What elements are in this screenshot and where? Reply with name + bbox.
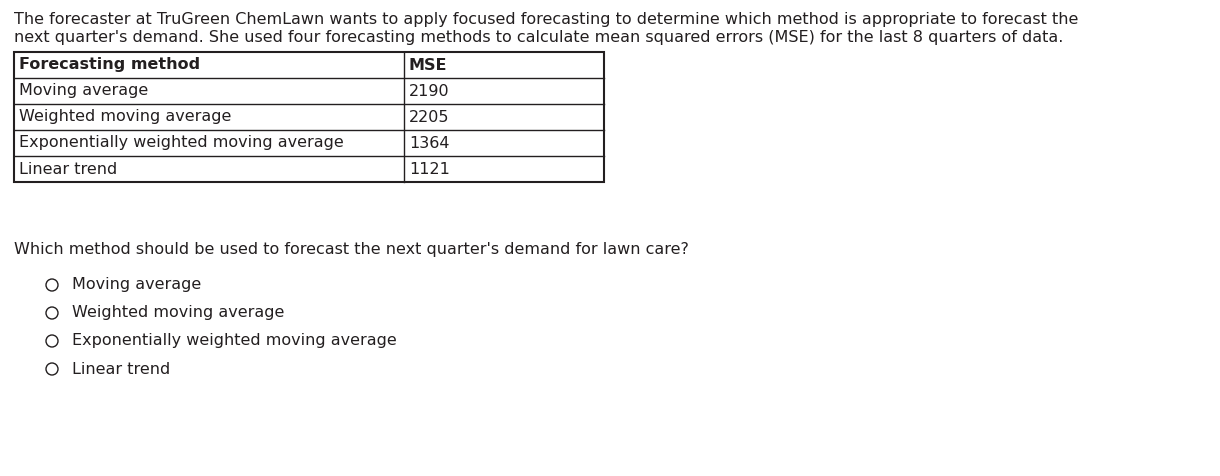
Text: 1364: 1364 (409, 136, 449, 150)
Text: 2205: 2205 (409, 109, 449, 125)
Text: MSE: MSE (409, 58, 448, 72)
Text: Weighted moving average: Weighted moving average (72, 306, 284, 320)
Text: Which method should be used to forecast the next quarter's demand for lawn care?: Which method should be used to forecast … (13, 242, 689, 257)
Text: Forecasting method: Forecasting method (20, 58, 200, 72)
Text: Moving average: Moving average (20, 83, 149, 99)
Text: Linear trend: Linear trend (20, 161, 117, 177)
Text: Exponentially weighted moving average: Exponentially weighted moving average (20, 136, 344, 150)
Text: The forecaster at TruGreen ChemLawn wants to apply focused forecasting to determ: The forecaster at TruGreen ChemLawn want… (13, 12, 1078, 27)
Text: Weighted moving average: Weighted moving average (20, 109, 232, 125)
Text: 1121: 1121 (409, 161, 450, 177)
Text: Exponentially weighted moving average: Exponentially weighted moving average (72, 334, 396, 348)
Text: 2190: 2190 (409, 83, 450, 99)
Text: Linear trend: Linear trend (72, 361, 171, 377)
Text: next quarter's demand. She used four forecasting methods to calculate mean squar: next quarter's demand. She used four for… (13, 30, 1064, 45)
Bar (13, 52, 604, 182)
Text: Moving average: Moving average (72, 278, 201, 292)
